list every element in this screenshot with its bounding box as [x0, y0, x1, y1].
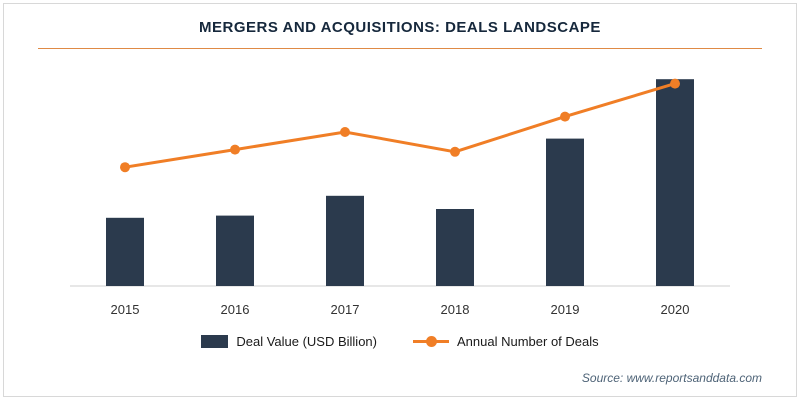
x-tick-label-2020: 2020 [660, 302, 690, 317]
bar-2019 [546, 138, 584, 286]
chart-panel: MERGERS AND ACQUISITIONS: DEALS LANDSCAP… [3, 3, 797, 397]
bar-2017 [326, 195, 364, 286]
title-divider [38, 48, 762, 49]
line-marker-2017 [340, 127, 350, 137]
chart-title: MERGERS AND ACQUISITIONS: DEALS LANDSCAP… [199, 19, 601, 36]
line-marker-2020 [670, 78, 680, 89]
line-marker-2015 [120, 162, 130, 173]
deals-line [124, 82, 676, 169]
source-credit: Source: www.reportsanddata.com [581, 371, 762, 385]
bar-swatch-icon [201, 335, 229, 348]
bar-2016 [216, 215, 254, 286]
line-swatch-icon [413, 336, 449, 347]
plot-area [70, 78, 730, 287]
bar-2015 [106, 217, 144, 286]
x-tick-label-2017: 2017 [330, 302, 360, 317]
x-axis-labels: 2015 2016 2017 2018 2019 2020 [70, 302, 730, 317]
legend: Deal Value (USD Billion) Annual Number o… [4, 334, 796, 349]
line-marker-2018 [450, 146, 460, 157]
x-tick-label-2019: 2019 [550, 302, 580, 317]
bar-2018 [436, 209, 474, 286]
x-tick-label-2018: 2018 [440, 302, 470, 317]
legend-item-number-of-deals: Annual Number of Deals [413, 334, 599, 349]
line-marker-2016 [230, 144, 240, 155]
x-tick-label-2016: 2016 [220, 302, 250, 317]
x-tick-label-2015: 2015 [110, 302, 140, 317]
legend-label-deal-value: Deal Value (USD Billion) [236, 334, 377, 349]
line-swatch-marker [426, 336, 437, 347]
bar-2020 [656, 79, 694, 286]
legend-label-number-of-deals: Annual Number of Deals [457, 334, 599, 349]
legend-item-deal-value: Deal Value (USD Billion) [201, 334, 377, 349]
line-marker-2019 [560, 111, 570, 122]
